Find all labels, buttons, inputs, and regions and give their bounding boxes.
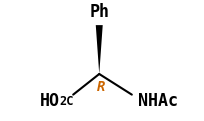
Text: R: R	[97, 80, 105, 94]
Polygon shape	[95, 25, 102, 74]
Text: NHAc: NHAc	[138, 92, 177, 110]
Text: 2C: 2C	[59, 95, 74, 108]
Text: HO: HO	[39, 92, 59, 110]
Text: Ph: Ph	[89, 3, 109, 21]
